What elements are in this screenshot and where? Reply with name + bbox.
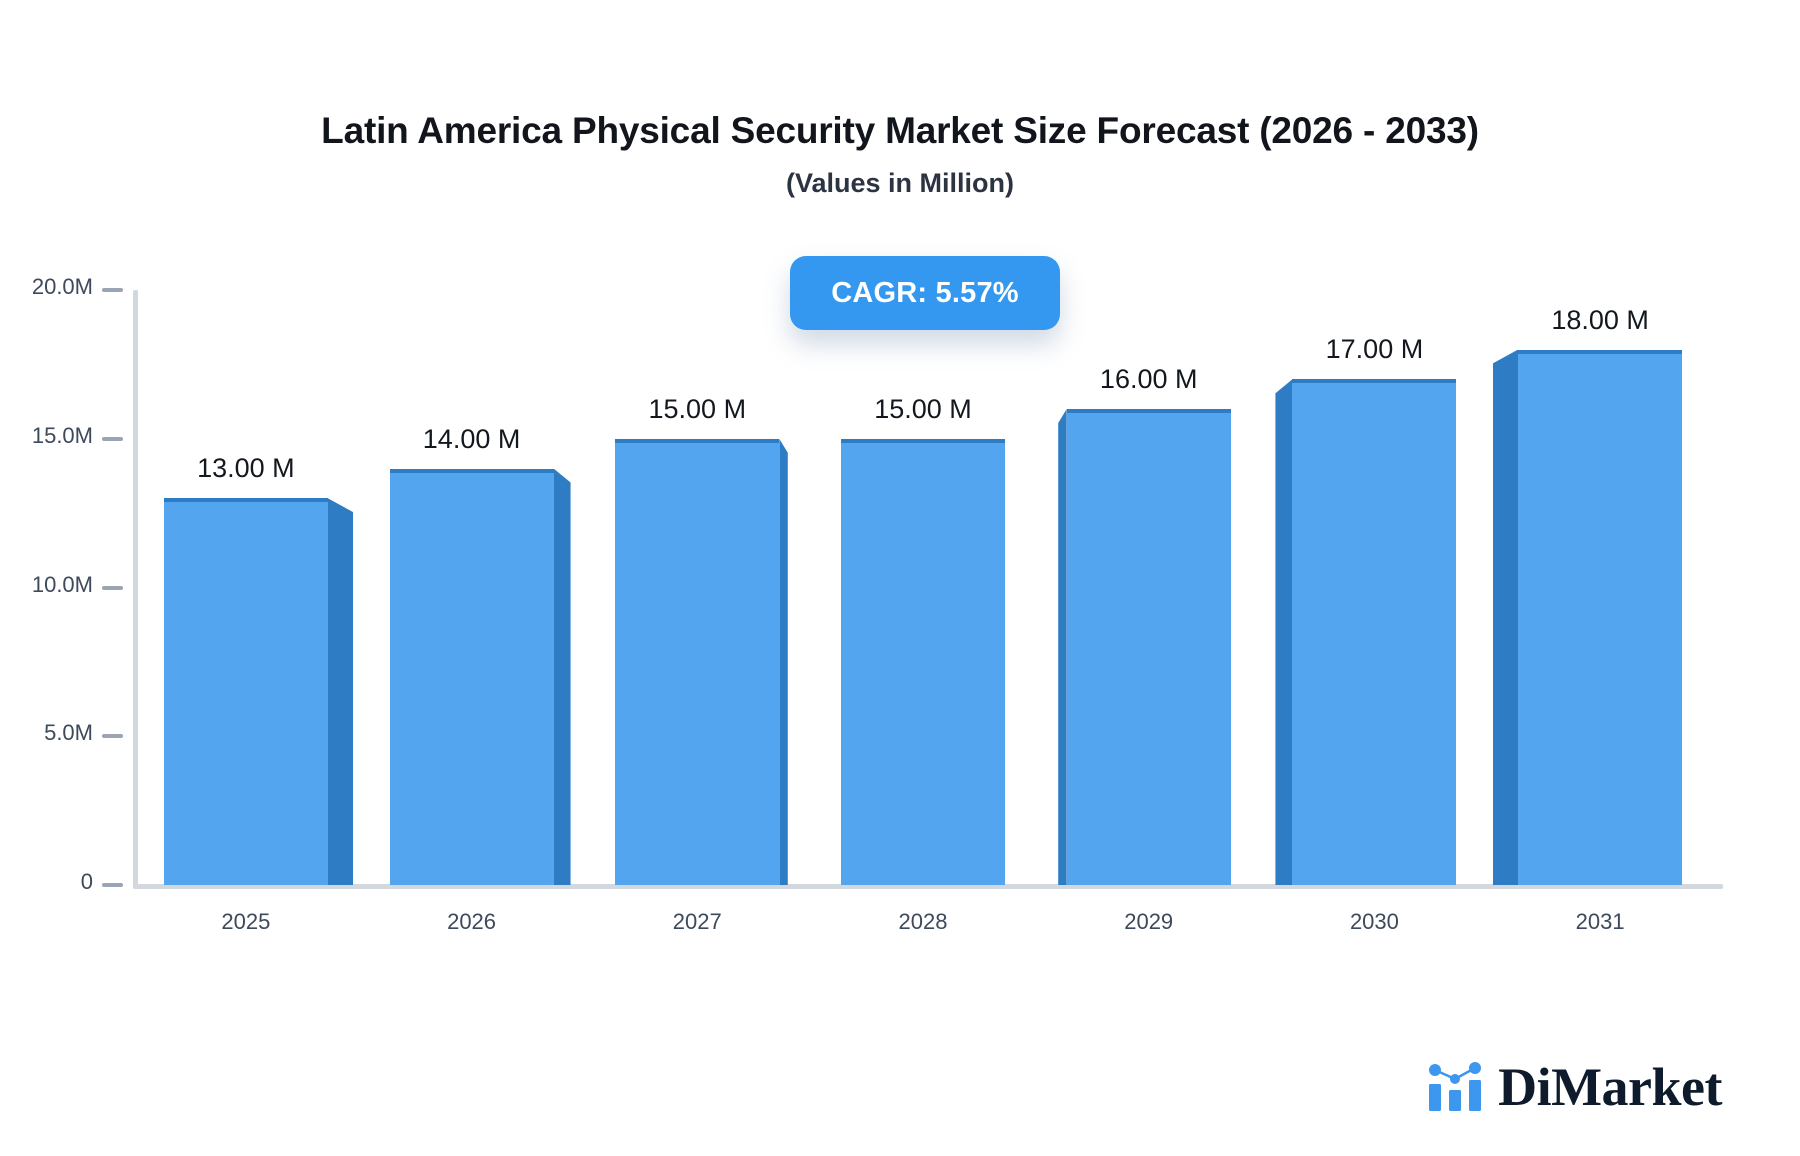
bar[interactable]: 16.00 M — [1058, 364, 1231, 885]
bar-chart-trend-icon — [1429, 1062, 1482, 1111]
bar-value-label: 14.00 M — [422, 423, 521, 454]
bar-side-face — [1492, 349, 1519, 885]
bar[interactable]: 14.00 M — [389, 424, 571, 885]
bar[interactable]: 17.00 M — [1275, 334, 1457, 885]
bar-value-label: 16.00 M — [1099, 364, 1198, 394]
x-axis-tick-label: 2027 — [672, 909, 722, 934]
cagr-badge-label: CAGR: 5.57% — [831, 276, 1019, 309]
y-axis-line — [133, 290, 138, 887]
bar-side-face — [1275, 379, 1293, 885]
bar[interactable]: 15.00 M — [615, 394, 788, 885]
bar-side-face — [779, 438, 788, 885]
x-axis-tick-label: 2029 — [1124, 909, 1174, 934]
bar[interactable]: 18.00 M — [1492, 305, 1683, 885]
bar-value-label: 15.00 M — [874, 393, 972, 424]
y-axis-tick-label: 0 — [80, 869, 93, 894]
plot-area: 20.0M 15.0M 10.0M 5.0M 0 13.00 M 14.00 M 15.00… — [32, 274, 1713, 894]
x-axis-line — [133, 884, 1723, 889]
bar-value-label: 13.00 M — [197, 453, 295, 484]
y-axis-tick-mark — [102, 734, 123, 739]
bar-front-face — [389, 468, 554, 885]
bar-value-label: 18.00 M — [1551, 304, 1649, 335]
y-axis-tick-label: 10.0M — [31, 571, 93, 597]
bar[interactable]: 15.00 M — [841, 394, 1005, 885]
chart-subtitle: (Values in Million) — [785, 168, 1015, 198]
bar[interactable]: 13.00 M — [163, 453, 354, 885]
x-axis-tick-label: 2030 — [1349, 909, 1399, 934]
y-axis-tick-label: 15.0M — [31, 422, 93, 448]
brand-logo: DiMarket — [1428, 1056, 1722, 1118]
bar-side-face — [553, 468, 571, 885]
y-axis-tick-mark — [102, 288, 123, 292]
x-axis-tick-label: 2028 — [898, 909, 948, 934]
x-axis-tick-label: 2025 — [221, 909, 271, 934]
bar-side-face — [1058, 409, 1067, 885]
y-axis-tick-mark — [102, 883, 123, 887]
page-title: Latin America Physical Security Market S… — [321, 110, 1479, 151]
y-axis-tick-label: 5.0M — [44, 720, 93, 746]
y-axis-tick-mark — [102, 436, 123, 441]
cagr-badge: CAGR: 5.57% — [790, 256, 1060, 330]
brand-name: DiMarket — [1498, 1057, 1722, 1117]
bar-front-face — [163, 498, 328, 885]
bar-front-face — [1066, 409, 1231, 885]
bar-front-face — [1292, 379, 1457, 885]
x-axis-tick-label: 2031 — [1575, 909, 1625, 934]
y-axis-tick-label: 20.0M — [31, 274, 93, 299]
x-axis-tick-label: 2026 — [447, 909, 497, 934]
bar-value-label: 17.00 M — [1325, 334, 1424, 365]
bar-front-face — [841, 438, 1005, 885]
bar-front-face — [1518, 349, 1683, 885]
bar-value-label: 15.00 M — [648, 393, 747, 424]
bar-side-face — [327, 498, 354, 885]
y-axis-tick-mark — [102, 585, 123, 590]
bar-front-face — [615, 438, 780, 885]
